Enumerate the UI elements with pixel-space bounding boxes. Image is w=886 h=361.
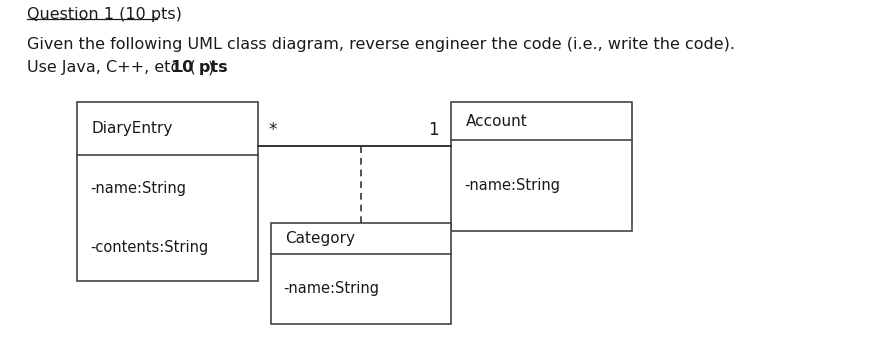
Bar — [77, 102, 258, 281]
Text: 1: 1 — [428, 121, 439, 139]
Text: 10 pts: 10 pts — [171, 61, 228, 75]
Text: DiaryEntry: DiaryEntry — [91, 121, 173, 136]
Text: ): ) — [207, 61, 214, 75]
Text: -name:String: -name:String — [284, 281, 379, 296]
Text: -name:String: -name:String — [464, 178, 560, 193]
Text: *: * — [269, 121, 277, 139]
Text: Question 1 (10 pts): Question 1 (10 pts) — [27, 7, 182, 22]
Text: -contents:String: -contents:String — [89, 240, 208, 256]
Bar — [452, 102, 633, 231]
Text: Given the following UML class diagram, reverse engineer the code (i.e., write th: Given the following UML class diagram, r… — [27, 37, 734, 52]
Text: -name:String: -name:String — [89, 181, 186, 196]
Text: Account: Account — [466, 114, 528, 129]
Bar — [270, 223, 452, 324]
Text: Use Java, C++, etc. (: Use Java, C++, etc. ( — [27, 61, 196, 75]
Text: Category: Category — [285, 231, 355, 246]
